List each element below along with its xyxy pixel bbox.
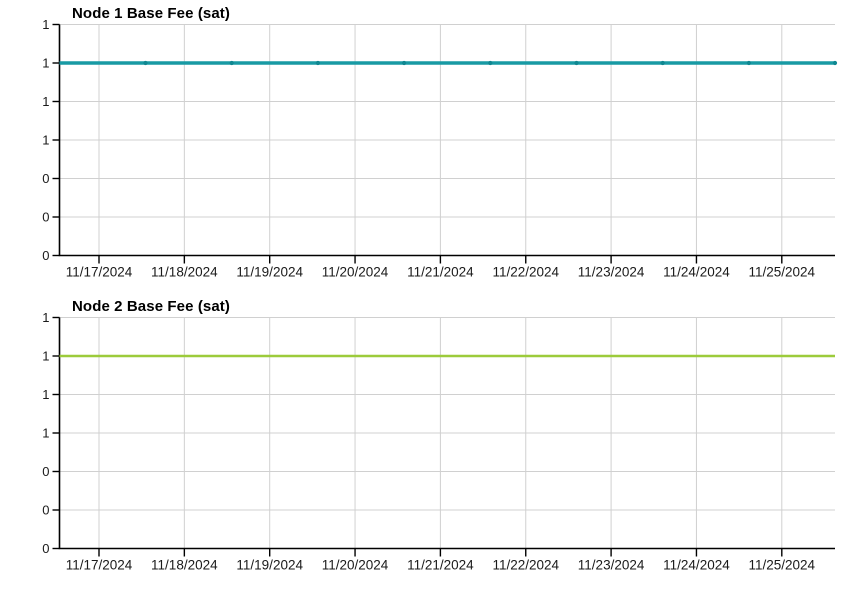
y-tick-label: 1	[42, 349, 49, 364]
y-tick-label: 1	[42, 17, 49, 32]
series-point-marker	[229, 60, 234, 66]
node1-chart-title: Node 1 Base Fee (sat)	[72, 5, 230, 22]
series-point-marker	[832, 60, 838, 66]
x-tick-label: 11/22/2024	[492, 265, 559, 280]
y-tick-label: 0	[42, 210, 49, 225]
y-tick-label: 0	[42, 464, 49, 479]
y-tick-label: 1	[42, 387, 49, 402]
node1-chart-canvas: 1 1 1 1 0 0 0 11/17/2024 11/18/2024 11/19/2024 11/…	[42, 17, 838, 280]
y-tick-label: 1	[42, 310, 49, 325]
node1-base-fee-chart: Node 1 Base Fee (sat) 1 1 1 1 0 0 0 11/17/2024 1…	[0, 0, 860, 293]
series-point-marker	[746, 60, 752, 66]
x-tick-label: 11/22/2024	[492, 558, 559, 573]
node2-chart-title: Node 2 Base Fee (sat)	[72, 298, 230, 315]
x-tick-label: 11/21/2024	[407, 558, 474, 573]
series-point-marker	[315, 60, 320, 66]
x-tick-label: 11/25/2024	[749, 558, 816, 573]
x-tick-label: 11/25/2024	[749, 265, 816, 280]
x-tick-label: 11/20/2024	[322, 265, 389, 280]
x-tick-label: 11/19/2024	[236, 558, 303, 573]
node2-chart-canvas: 1 1 1 1 0 0 0 11/17/2024 11/18/2024 11/19/2024 11/…	[42, 310, 835, 573]
series-point-marker	[574, 60, 579, 66]
x-tick-label: 11/20/2024	[322, 558, 389, 573]
x-tick-label: 11/23/2024	[578, 558, 645, 573]
x-tick-label: 11/18/2024	[151, 558, 218, 573]
x-tick-label: 11/17/2024	[66, 265, 133, 280]
x-tick-label: 11/21/2024	[407, 265, 474, 280]
x-tick-label: 11/17/2024	[66, 558, 133, 573]
series-point-marker	[402, 60, 407, 66]
y-tick-label: 1	[42, 94, 49, 109]
x-tick-label: 11/18/2024	[151, 265, 218, 280]
y-tick-label: 1	[42, 56, 49, 71]
y-tick-label: 0	[42, 503, 49, 518]
x-tick-label: 11/19/2024	[236, 265, 303, 280]
x-tick-label: 11/24/2024	[663, 265, 730, 280]
node2-base-fee-chart: Node 2 Base Fee (sat) 1 1 1 1 0 0 0 11/17/2024 1…	[0, 293, 860, 586]
series-point-marker	[143, 60, 148, 66]
x-tick-label: 11/24/2024	[663, 558, 730, 573]
y-tick-label: 0	[42, 171, 49, 186]
series-point-marker	[660, 60, 665, 66]
y-tick-label: 1	[42, 133, 49, 148]
y-tick-label: 0	[42, 248, 49, 263]
series-point-marker	[488, 60, 493, 66]
y-tick-label: 0	[42, 541, 49, 556]
x-tick-label: 11/23/2024	[578, 265, 645, 280]
y-tick-label: 1	[42, 426, 49, 441]
